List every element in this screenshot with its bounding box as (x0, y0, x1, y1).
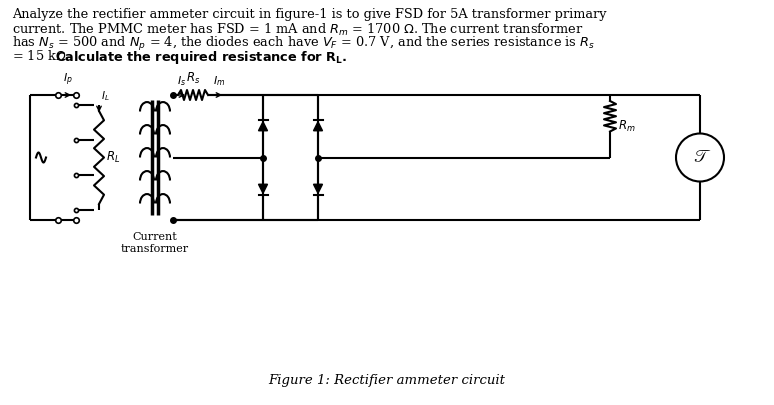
Text: $I_p$: $I_p$ (63, 72, 73, 88)
Text: $R_L$: $R_L$ (106, 150, 120, 165)
Text: $I_s$: $I_s$ (177, 74, 187, 88)
Text: Analyze the rectifier ammeter circuit in figure-1 is to give FSD for 5A transfor: Analyze the rectifier ammeter circuit in… (12, 8, 607, 21)
Text: Current
transformer: Current transformer (121, 232, 189, 254)
Text: $\mathbf{Calculate\ the\ required\ resistance\ for\ R_L.}$: $\mathbf{Calculate\ the\ required\ resis… (55, 49, 348, 66)
Text: $R_m$: $R_m$ (618, 119, 635, 134)
Text: Figure 1: Rectifier ammeter circuit: Figure 1: Rectifier ammeter circuit (269, 374, 505, 387)
Polygon shape (259, 184, 268, 193)
Text: current. The PMMC meter has FSD = 1 mA and $R_m$ = 1700 $\Omega$. The current tr: current. The PMMC meter has FSD = 1 mA a… (12, 21, 584, 38)
Polygon shape (259, 122, 268, 131)
Text: has $N_s$ = 500 and $N_p$ = 4, the diodes each have $V_F$ = 0.7 V, and the serie: has $N_s$ = 500 and $N_p$ = 4, the diode… (12, 35, 595, 53)
Polygon shape (313, 184, 323, 193)
Text: $\mathscr{T}$: $\mathscr{T}$ (693, 147, 711, 166)
Text: $I_L$: $I_L$ (101, 89, 110, 103)
Text: $R_s$: $R_s$ (186, 71, 200, 86)
Text: = 15 k$\Omega$.: = 15 k$\Omega$. (12, 49, 71, 62)
Text: $I_m$: $I_m$ (213, 74, 225, 88)
Polygon shape (313, 122, 323, 131)
